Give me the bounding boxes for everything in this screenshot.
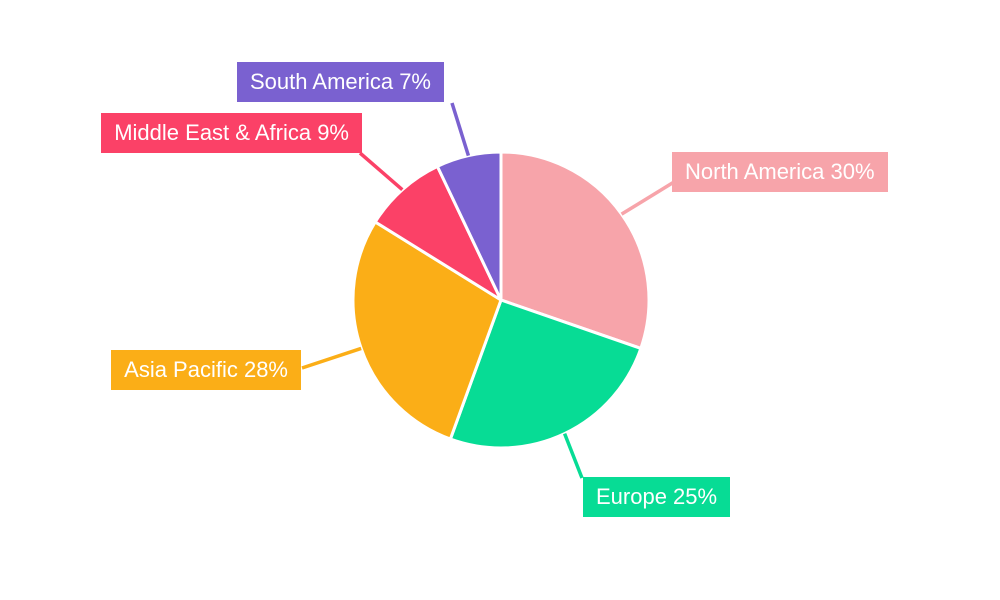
leader-line-south-america [450,102,471,157]
leader-line-north-america [620,180,675,216]
pie-slice-north-america[interactable] [499,150,651,350]
pie-label-europe: Europe 25% [583,477,731,517]
leader-line-europe [562,432,584,479]
pie-label-north-america: North America 30% [672,152,888,192]
pie-slice-south-america[interactable] [435,150,503,302]
leader-line-middle-east-africa [358,151,404,192]
pie-label-south-america: South America 7% [237,62,444,102]
pie-label-middle-east-africa: Middle East & Africa 9% [101,113,362,153]
leader-line-asia-pacific [301,346,362,370]
pie-slice-asia-pacific[interactable] [351,220,503,441]
pie-label-asia-pacific: Asia Pacific 28% [111,350,301,390]
pie-slice-middle-east-africa[interactable] [373,164,503,302]
